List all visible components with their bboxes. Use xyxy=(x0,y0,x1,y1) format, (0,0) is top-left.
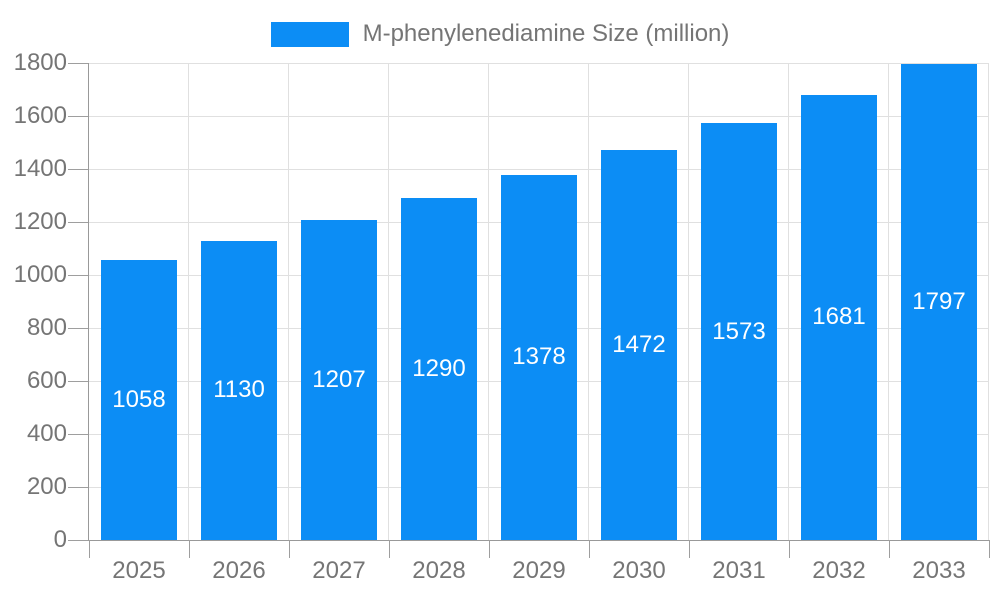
x-axis-tick xyxy=(88,540,90,558)
y-axis-tick-label: 800 xyxy=(26,314,67,341)
legend-label: M-phenylenediamine Size (million) xyxy=(362,20,730,47)
x-axis-tick-label: 2026 xyxy=(212,557,266,584)
y-axis-tick-label: 1600 xyxy=(13,102,67,129)
y-axis-tick xyxy=(68,274,88,276)
x-gridline xyxy=(188,63,189,540)
bar-value-label: 1797 xyxy=(912,287,966,315)
y-axis-tick xyxy=(68,327,88,329)
y-axis-tick-label: 1400 xyxy=(13,155,67,182)
legend-swatch xyxy=(270,21,349,47)
x-axis-tick-label: 2032 xyxy=(812,557,866,584)
y-gridline xyxy=(89,169,989,170)
x-gridline xyxy=(888,63,889,540)
x-axis-tick xyxy=(288,540,290,558)
x-gridline xyxy=(388,63,389,540)
x-axis-tick-label: 2033 xyxy=(912,557,966,584)
x-gridline xyxy=(488,63,489,540)
x-axis-tick-label: 2029 xyxy=(512,557,566,584)
x-axis-tick-label: 2027 xyxy=(312,557,366,584)
x-axis-tick-label: 2031 xyxy=(712,557,766,584)
bar: 1797 xyxy=(901,63,977,540)
bar: 1207 xyxy=(301,220,377,540)
y-axis-tick-label: 1000 xyxy=(13,261,67,288)
y-axis-tick xyxy=(68,221,88,223)
y-axis-tick-label: 1200 xyxy=(13,208,67,235)
bar: 1681 xyxy=(801,94,877,540)
x-axis-tick xyxy=(888,540,890,558)
x-axis-tick xyxy=(988,540,990,558)
y-axis-tick xyxy=(68,62,88,64)
x-gridline xyxy=(788,63,789,540)
y-axis-tick-label: 400 xyxy=(26,420,67,447)
bar: 1472 xyxy=(601,149,677,540)
x-axis-tick xyxy=(388,540,390,558)
x-axis-tick-label: 2025 xyxy=(112,557,166,584)
bar: 1573 xyxy=(701,123,777,540)
x-axis-tick xyxy=(588,540,590,558)
y-axis-tick xyxy=(68,115,88,117)
bar-value-label: 1130 xyxy=(213,376,265,404)
bar: 1290 xyxy=(401,198,477,540)
y-axis-tick-label: 200 xyxy=(26,473,67,500)
bar-value-label: 1207 xyxy=(312,366,366,394)
bar-value-label: 1378 xyxy=(512,343,566,371)
bar-value-label: 1290 xyxy=(412,355,466,383)
x-axis-tick xyxy=(488,540,490,558)
bar-value-label: 1472 xyxy=(612,330,666,358)
bar-value-label: 1058 xyxy=(112,385,166,413)
bar: 1058 xyxy=(101,259,177,540)
bar: 1378 xyxy=(501,174,577,540)
chart-legend: M-phenylenediamine Size (million) xyxy=(0,20,1000,48)
y-axis-tick xyxy=(68,433,88,435)
y-axis-tick xyxy=(68,168,88,170)
x-axis-tick xyxy=(788,540,790,558)
bar-value-label: 1681 xyxy=(812,303,866,331)
y-axis-tick-label: 0 xyxy=(53,526,67,553)
y-axis-tick xyxy=(68,486,88,488)
y-axis-tick xyxy=(68,539,88,541)
x-gridline xyxy=(288,63,289,540)
y-axis-tick xyxy=(68,380,88,382)
y-gridline xyxy=(89,116,989,117)
x-axis-tick xyxy=(688,540,690,558)
y-axis-tick-label: 1800 xyxy=(13,49,67,76)
x-axis-tick-label: 2028 xyxy=(412,557,466,584)
plot-area: 0 200 400 600 800 1000 1200 1400 1600 1800 1058 202… xyxy=(14,49,990,584)
y-gridline xyxy=(89,63,989,64)
x-axis-tick xyxy=(188,540,190,558)
x-gridline xyxy=(688,63,689,540)
x-gridline xyxy=(588,63,589,540)
bar: 1130 xyxy=(201,240,277,540)
y-axis-tick-label: 600 xyxy=(26,367,67,394)
x-axis-tick-label: 2030 xyxy=(612,557,666,584)
x-gridline xyxy=(988,63,989,540)
bar-value-label: 1573 xyxy=(712,317,766,345)
